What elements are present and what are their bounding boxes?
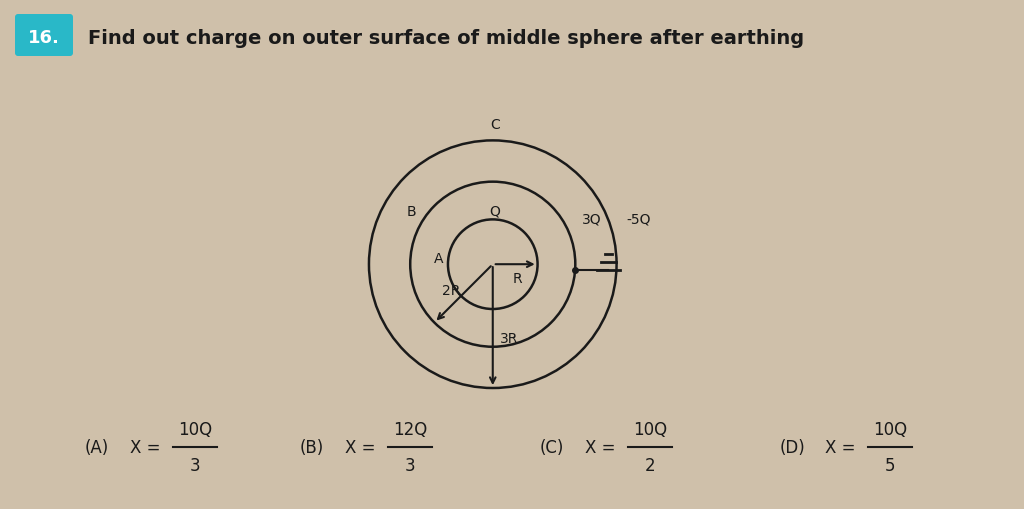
Text: 10Q: 10Q <box>178 420 212 438</box>
Text: 2R: 2R <box>441 284 460 297</box>
Text: 2: 2 <box>645 456 655 474</box>
Text: X =: X = <box>585 438 615 456</box>
Text: 3: 3 <box>189 456 201 474</box>
Text: X =: X = <box>345 438 376 456</box>
Text: B: B <box>407 204 416 218</box>
FancyBboxPatch shape <box>15 15 73 57</box>
Text: (B): (B) <box>300 438 325 456</box>
Text: R: R <box>513 272 522 286</box>
Text: 3Q: 3Q <box>583 212 602 227</box>
Text: X =: X = <box>825 438 855 456</box>
Text: Q: Q <box>489 204 501 218</box>
Text: 10Q: 10Q <box>633 420 667 438</box>
Text: (C): (C) <box>540 438 564 456</box>
Text: 3: 3 <box>404 456 416 474</box>
Text: 3R: 3R <box>500 332 518 346</box>
Text: X =: X = <box>130 438 161 456</box>
Text: 12Q: 12Q <box>393 420 427 438</box>
Text: 5: 5 <box>885 456 895 474</box>
Text: C: C <box>490 118 500 132</box>
Text: Find out charge on outer surface of middle sphere after earthing: Find out charge on outer surface of midd… <box>88 29 804 47</box>
Text: 16.: 16. <box>28 29 60 47</box>
Text: A: A <box>434 252 443 266</box>
Text: 10Q: 10Q <box>872 420 907 438</box>
Text: (D): (D) <box>780 438 806 456</box>
Text: (A): (A) <box>85 438 110 456</box>
Text: -5Q: -5Q <box>626 212 650 227</box>
